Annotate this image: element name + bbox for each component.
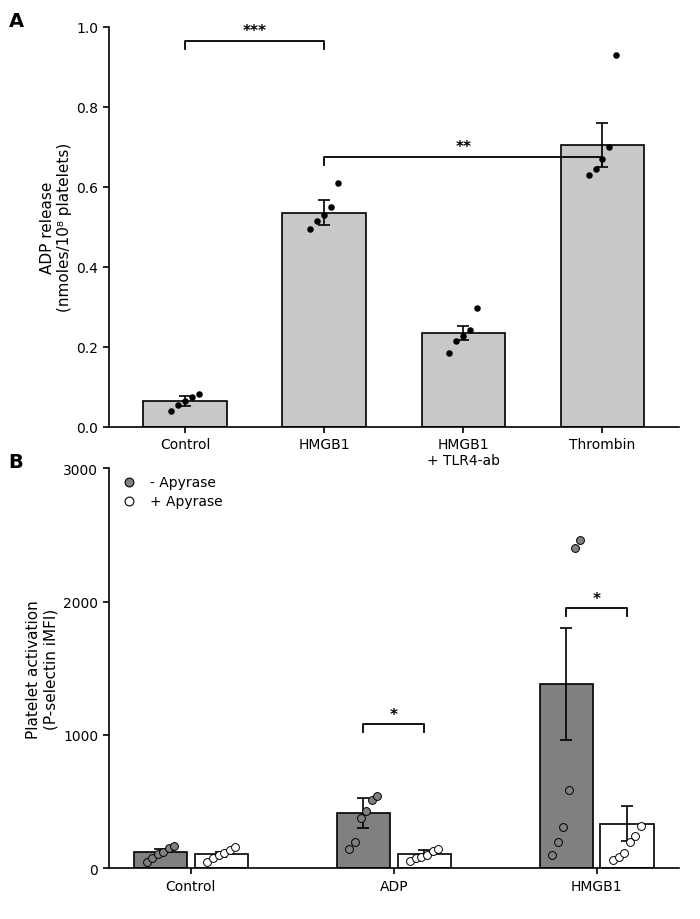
Point [613,849,624,864]
Point [564,782,575,797]
Point [597,153,608,167]
Point [569,541,580,556]
Point [611,48,622,62]
Point [165,404,176,419]
Y-axis label: Platelet activation
(P-selectin iMFI): Platelet activation (P-selectin iMFI) [27,599,59,738]
Point [472,301,483,315]
Point [608,853,619,868]
Point [619,845,630,860]
Point [193,387,204,402]
Bar [540,685,593,868]
Point [433,842,444,857]
Bar [398,854,451,868]
Point [146,851,158,866]
Point [207,851,218,866]
Bar [337,813,390,868]
Y-axis label: ADP release
(nmoles/10⁸ platelets): ADP release (nmoles/10⁸ platelets) [39,143,72,312]
Point [202,855,213,869]
Point [332,176,344,191]
Point [630,828,641,843]
Point [326,201,337,216]
Point [213,848,224,863]
Bar [134,853,187,868]
Point [583,169,594,184]
Point [547,847,558,862]
Point [218,846,230,861]
Point [312,214,323,229]
Point [318,208,330,222]
Point [465,323,476,338]
Text: ***: *** [243,24,267,40]
Point [169,839,180,854]
Point [624,835,636,850]
Point [172,398,183,413]
Text: *: * [593,592,601,607]
Point [427,844,438,858]
Bar [144,402,227,427]
Point [224,843,235,857]
Point [179,394,190,409]
Point [141,855,152,869]
Point [416,849,427,864]
Point [304,222,316,237]
Point [355,811,366,826]
Point [552,835,564,850]
Point [158,845,169,859]
Point [604,140,615,154]
Point [349,834,360,849]
Legend: - Apyrase, + Apyrase: - Apyrase, + Apyrase [116,476,223,508]
Point [360,804,372,819]
Point [458,329,469,344]
Point [590,162,601,176]
Bar [421,334,505,427]
Text: *: * [390,708,398,722]
Point [366,792,377,807]
Bar [561,145,644,427]
Point [152,847,163,862]
Point [444,346,455,361]
Text: **: ** [455,140,471,155]
Point [372,789,383,803]
Bar [282,213,366,427]
Point [405,854,416,868]
Point [575,533,586,548]
Point [410,851,421,866]
Text: B: B [8,453,23,471]
Point [186,390,197,404]
Point [421,848,433,863]
Point [451,334,462,348]
Bar [195,855,248,868]
Bar [601,823,654,868]
Point [230,840,241,855]
Point [636,819,647,834]
Point [163,841,174,856]
Point [344,842,355,857]
Point [558,820,569,834]
Text: A: A [8,12,24,30]
